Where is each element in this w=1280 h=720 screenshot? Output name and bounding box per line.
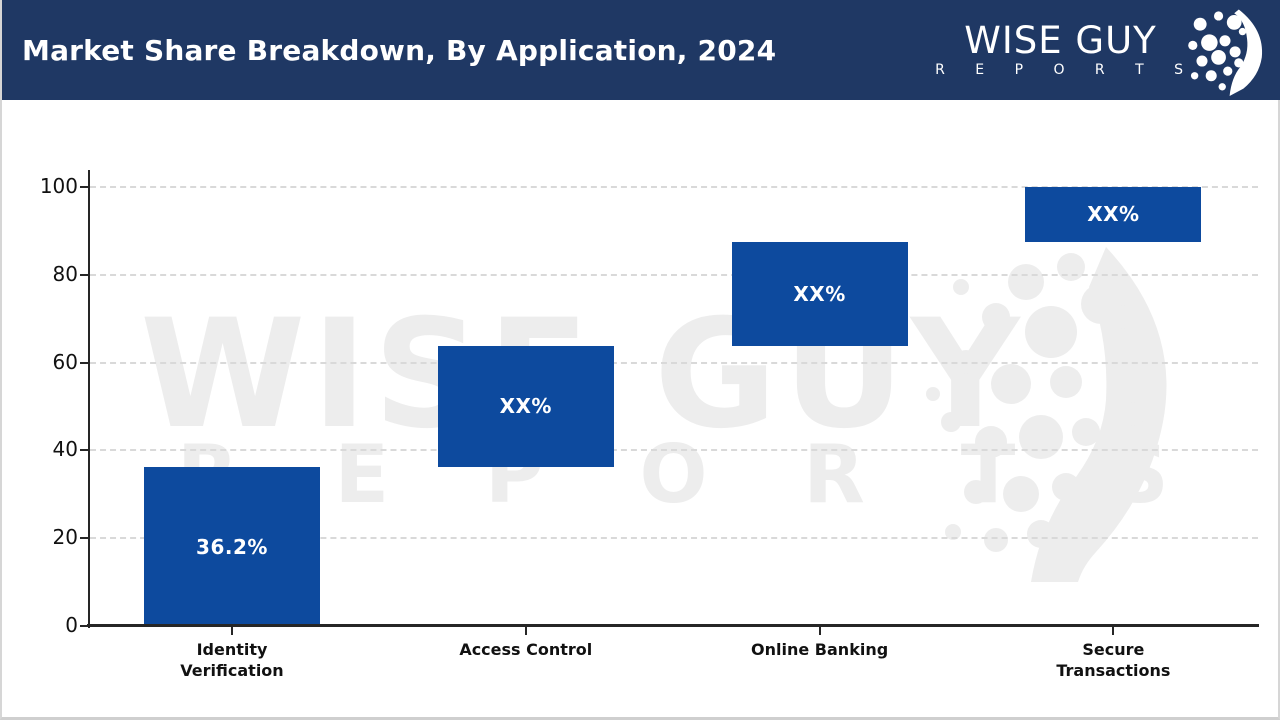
x-category-label: Secure Transactions (1056, 640, 1171, 680)
bar-segment: XX% (437, 345, 614, 468)
bar-value-label: XX% (793, 281, 846, 306)
y-axis-line (88, 170, 90, 628)
y-tick-label: 0 (65, 613, 78, 637)
x-axis-line (87, 624, 1259, 627)
x-tick-mark (1112, 626, 1115, 635)
bar-segment: XX% (1025, 187, 1202, 242)
bar-value-label: XX% (499, 394, 552, 419)
y-tick-mark (80, 273, 89, 276)
y-tick-mark (80, 537, 89, 540)
y-tick-label: 40 (52, 437, 78, 462)
bar-segment: XX% (731, 241, 908, 346)
y-tick-mark (80, 361, 89, 364)
logo-head-icon (1188, 9, 1263, 96)
bar-segment: 36.2% (144, 467, 320, 626)
bar-value-label: XX% (1087, 202, 1140, 227)
y-tick-label: 100 (39, 174, 78, 198)
gridline (90, 361, 1258, 364)
x-category-label: Access Control (459, 640, 593, 659)
x-category-label: Online Banking (751, 640, 889, 659)
watermark-head-icon (926, 247, 1167, 582)
logo-text: WISE GUY R E P O R T S (925, 18, 1196, 79)
y-tick-label: 80 (52, 261, 78, 286)
gridline (90, 273, 1258, 276)
gridline (90, 449, 1258, 452)
gridline (90, 186, 1258, 188)
wise-guy-logo: WISE GUY R E P O R T S (925, 4, 1268, 96)
page-title: Market Share Breakdown, By Application, … (22, 33, 777, 67)
y-tick-label: 20 (52, 525, 78, 550)
logo-subtitle: R E P O R T S (935, 62, 1196, 79)
bar-value-label: 36.2% (196, 534, 268, 559)
x-category-label: Identity Verification (180, 640, 284, 680)
y-tick-mark (80, 186, 89, 188)
x-tick-mark (818, 626, 821, 635)
y-tick-mark (80, 449, 89, 452)
header-bar: Market Share Breakdown, By Application, … (2, 0, 1280, 100)
y-tick-label: 60 (52, 349, 78, 374)
gridline (90, 537, 1258, 540)
y-tick-mark (80, 625, 89, 627)
x-tick-mark (524, 626, 527, 635)
logo-wordmark: WISE GUY (964, 18, 1157, 62)
x-tick-mark (231, 626, 233, 635)
